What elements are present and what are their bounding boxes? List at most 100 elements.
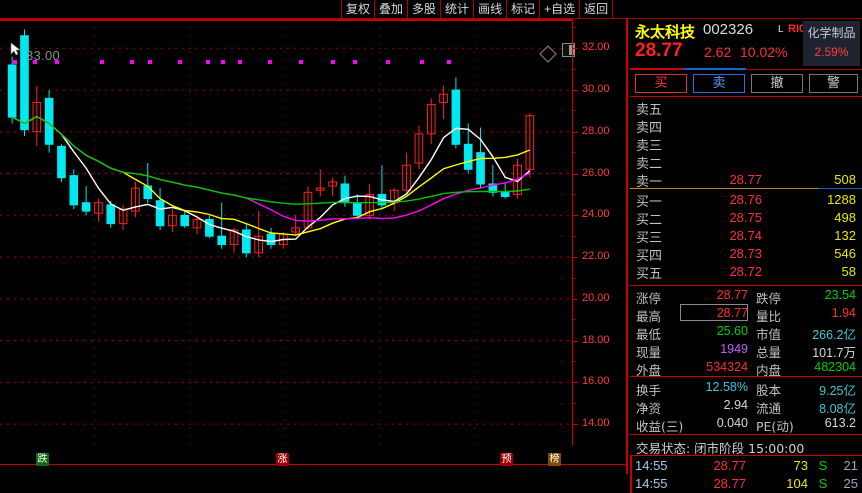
tick-price: 28.77 bbox=[713, 476, 746, 491]
buy-button[interactable]: 买 bbox=[635, 74, 687, 93]
tick-list[interactable]: 14:55 28.77 73 S 21 14:55 28.77 104 S 25 bbox=[630, 456, 862, 493]
chart-marker-down[interactable]: 跌 bbox=[36, 453, 49, 466]
stat-value: 23.54 bbox=[824, 288, 856, 302]
price-tick-label: 14.00 bbox=[582, 417, 610, 430]
toolbar-duogu[interactable]: 多股 bbox=[408, 0, 442, 18]
price-tick-label: 30.00 bbox=[582, 83, 610, 95]
price-tick bbox=[573, 382, 578, 384]
tick-row[interactable]: 14:55 28.77 104 S 25 bbox=[630, 474, 862, 492]
chart-marker-rank[interactable]: 榜 bbox=[548, 453, 561, 466]
trade-status-text: 交易状态: 闭市阶段 15:00:00 bbox=[636, 441, 805, 456]
toolbar-tongji[interactable]: 统计 bbox=[441, 0, 475, 18]
stat-value: 9.25亿 bbox=[819, 384, 856, 398]
price-tick-minor bbox=[573, 402, 576, 404]
price-tick-minor bbox=[573, 235, 576, 237]
orderbook-volume: 58 bbox=[841, 264, 856, 279]
stat-row: 最低 25.60 市值 266.2亿 bbox=[630, 322, 862, 342]
orderbook-bid-row[interactable]: 买五 28.72 58 bbox=[630, 262, 862, 282]
orderbook-volume: 498 bbox=[834, 210, 856, 225]
chart-marker-pre[interactable]: 预 bbox=[500, 453, 513, 466]
price-axis: 32.00 30.00 28.00 26.00 24.00 22.00 20.00 18.00… bbox=[572, 19, 626, 445]
orderbook-ask-row[interactable]: 卖五 bbox=[630, 98, 862, 118]
orderbook-level-label: 买四 bbox=[636, 249, 663, 264]
orderbook-ask-row[interactable]: 卖二 bbox=[630, 152, 862, 172]
orderbook-ask-row[interactable]: 卖一 28.77 508 bbox=[630, 170, 862, 190]
candlestick-chart[interactable] bbox=[0, 19, 572, 445]
toolbar-fuquan[interactable]: 复权 bbox=[341, 0, 376, 18]
toolbar-button-group: 复权 叠加 多股 统计 画线 标记 +自选 返回 bbox=[341, 0, 614, 18]
toolbar-biaoji[interactable]: 标记 bbox=[507, 0, 541, 18]
price-tick-minor bbox=[573, 110, 576, 112]
price-tick-label: 32.00 bbox=[582, 41, 610, 54]
tick-time: 14:55 bbox=[635, 476, 668, 491]
cancel-button[interactable]: 撤 bbox=[751, 74, 803, 93]
orderbook-volume: 1288 bbox=[827, 192, 856, 207]
stock-code: 002326 bbox=[703, 21, 754, 38]
tick-count: 25 bbox=[843, 476, 858, 491]
price-tick-minor bbox=[573, 26, 576, 28]
orderbook-bid-row[interactable]: 买二 28.75 498 bbox=[630, 208, 862, 228]
diamond-icon[interactable] bbox=[539, 45, 557, 63]
stat-label: 总量 bbox=[756, 345, 782, 360]
margin-flag-icon: L bbox=[778, 24, 784, 35]
stat-value: 1.94 bbox=[831, 306, 856, 320]
price-tick bbox=[573, 48, 578, 50]
toolbar-dieja[interactable]: 叠加 bbox=[375, 0, 409, 18]
orderbook-ask-row[interactable]: 卖三 bbox=[630, 134, 862, 154]
highlighted-value-box bbox=[680, 304, 748, 321]
stat-value: 8.08亿 bbox=[819, 402, 856, 416]
crosshair-price-label: 33.00 bbox=[26, 48, 61, 63]
stat-value: 613.2 bbox=[824, 416, 856, 430]
price-tick bbox=[573, 215, 578, 217]
toolbar-fanhui[interactable]: 返回 bbox=[580, 0, 614, 18]
stat-value: 482304 bbox=[814, 360, 856, 374]
trade-status-bar: 交易状态: 闭市阶段 15:00:00 bbox=[630, 435, 862, 456]
layout-toggle-icon[interactable] bbox=[562, 43, 575, 57]
price-tick-minor bbox=[573, 319, 576, 321]
stat-row: 最高 28.77 量比 1.94 bbox=[630, 304, 862, 324]
chart-marker-up[interactable]: 涨 bbox=[276, 453, 289, 466]
price-tick-label: 28.00 bbox=[582, 124, 610, 137]
stat-row: 外盘 534324 内盘 482304 bbox=[630, 358, 862, 378]
orderbook-bid-row[interactable]: 买一 28.76 1288 bbox=[630, 190, 862, 210]
sector-badge[interactable]: 化学制品 2.59% bbox=[803, 21, 860, 66]
stat-label: 涨停 bbox=[636, 291, 662, 306]
orderbook-price: 28.75 bbox=[729, 210, 762, 225]
orderbook-level-label: 卖五 bbox=[636, 103, 663, 118]
stat-label: 量比 bbox=[756, 309, 782, 324]
orderbook-level-label: 买一 bbox=[636, 195, 663, 210]
toolbar-huaxian[interactable]: 画线 bbox=[474, 0, 508, 18]
sell-button[interactable]: 卖 bbox=[693, 74, 745, 93]
chart-panel[interactable]: 33.00 32.00 30.00 28.00 26.00 24.00 22.00 20.0… bbox=[0, 19, 628, 474]
price-tick-label: 24.00 bbox=[582, 208, 610, 221]
order-book[interactable]: 卖五 卖四 卖三 卖二 卖一 28.77 508 买一 28.76 1288 买二 28.75 498 买… bbox=[630, 98, 862, 286]
price-change: 2.62 bbox=[704, 44, 732, 60]
stat-value: 25.60 bbox=[716, 324, 748, 338]
orderbook-bid-row[interactable]: 买三 28.74 132 bbox=[630, 226, 862, 246]
stat-value: 12.58% bbox=[705, 380, 748, 394]
chart-bottom-strip: 跌涨预榜 bbox=[0, 445, 628, 474]
tick-count: 21 bbox=[843, 458, 858, 473]
orderbook-price: 28.74 bbox=[729, 228, 762, 243]
stat-row: 现量 1949 总量 101.7万 bbox=[630, 340, 862, 360]
orderbook-price: 28.72 bbox=[729, 264, 762, 279]
tick-side: S bbox=[818, 458, 828, 473]
stat-row: 涨停 28.77 跌停 23.54 bbox=[630, 286, 862, 306]
orderbook-volume: 508 bbox=[834, 172, 856, 187]
orderbook-bid-row[interactable]: 买四 28.73 546 bbox=[630, 244, 862, 264]
toolbar-zixuan[interactable]: +自选 bbox=[540, 0, 581, 18]
stat-label: 跌停 bbox=[756, 291, 782, 306]
stat-row: 收益(三) 0.040 PE(动) 613.2 bbox=[630, 414, 862, 434]
stat-grid-divider bbox=[630, 376, 862, 377]
orderbook-ask-row[interactable]: 卖四 bbox=[630, 116, 862, 136]
status-divider-top bbox=[630, 434, 862, 435]
tick-volume: 73 bbox=[793, 458, 808, 473]
orderbook-bottom-divider bbox=[630, 285, 862, 286]
stat-label: 换手 bbox=[636, 383, 662, 398]
stat-label: 收益(三) bbox=[636, 419, 684, 434]
tick-row[interactable]: 14:55 28.77 73 S 21 bbox=[630, 456, 862, 474]
stat-row: 换手 12.58% 股本 9.25亿 bbox=[630, 378, 862, 398]
stat-label: 净资 bbox=[636, 401, 662, 416]
alert-button[interactable]: 警 bbox=[809, 74, 858, 93]
quote-panel: 永太科技 002326 L RI000 28.77 2.62 10.02% 化学… bbox=[630, 19, 862, 493]
